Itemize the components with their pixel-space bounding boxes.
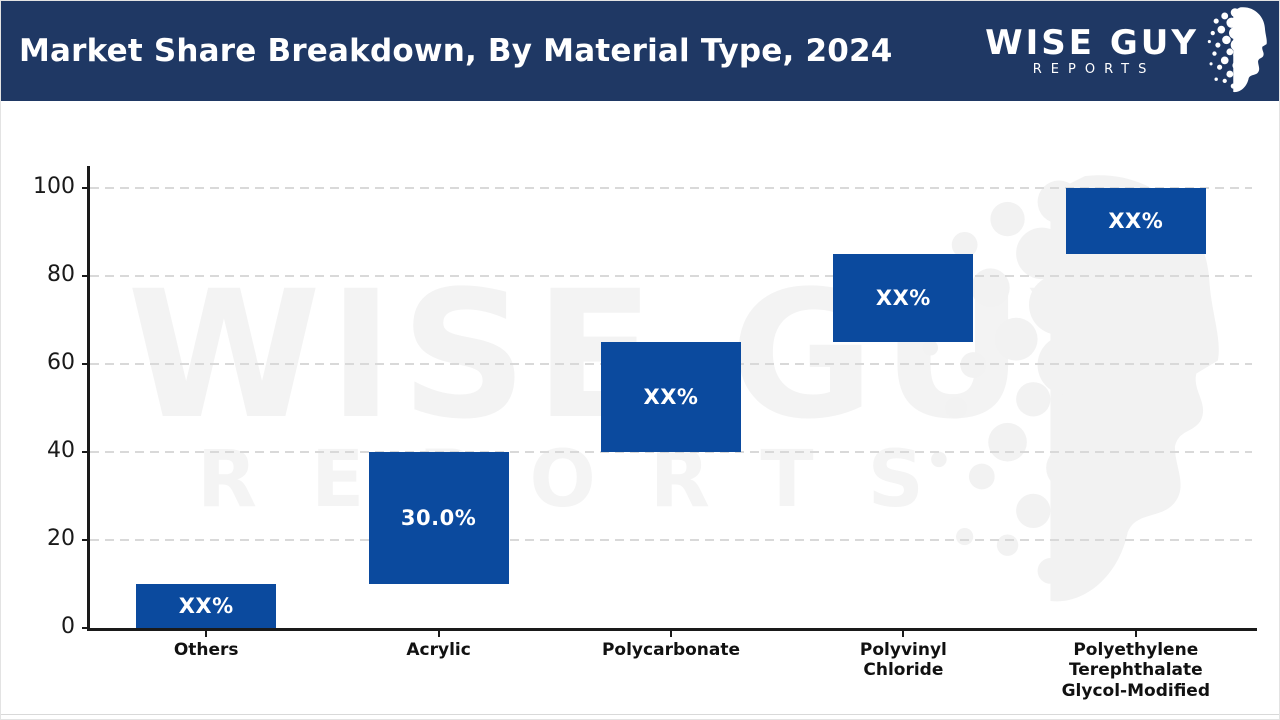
bar-2: 30.0% xyxy=(368,452,509,584)
gridline-40 xyxy=(90,451,1252,453)
y-axis-tick-mark xyxy=(82,627,90,629)
y-axis-tick-mark xyxy=(82,451,90,453)
y-axis-tick-label: 0 xyxy=(61,614,75,639)
y-axis-line xyxy=(87,166,90,631)
bar-value-label: XX% xyxy=(1108,209,1164,233)
logo-head-icon xyxy=(1207,7,1267,93)
bar-1: XX% xyxy=(136,584,277,628)
x-axis-category-label: Polyvinyl Chloride xyxy=(859,640,947,681)
logo-secondary-text: REPORTS xyxy=(1032,62,1156,77)
x-axis-category-label: Others xyxy=(173,640,239,660)
y-axis-tick-label: 100 xyxy=(33,174,75,199)
bar-value-label: XX% xyxy=(643,385,699,409)
y-axis-tick-mark xyxy=(82,363,90,365)
gridline-20 xyxy=(90,539,1252,541)
logo-primary-text: WISE GUY xyxy=(985,23,1199,63)
bar-value-label: 30.0% xyxy=(400,506,477,530)
x-axis-line xyxy=(87,628,1257,631)
header-bar: Market Share Breakdown, By Material Type… xyxy=(1,1,1279,101)
y-axis-tick-label: 80 xyxy=(47,262,75,287)
x-axis-category-label: Acrylic xyxy=(406,640,471,660)
gridline-100 xyxy=(90,187,1252,189)
bar-3: XX% xyxy=(601,342,741,452)
bar-5: XX% xyxy=(1065,188,1206,254)
bar-value-label: XX% xyxy=(178,594,234,618)
y-axis-tick-mark xyxy=(82,275,90,277)
y-axis-tick-mark xyxy=(82,539,90,541)
gridline-80 xyxy=(90,275,1252,277)
y-axis-tick-label: 40 xyxy=(47,438,75,463)
x-axis-tick-mark xyxy=(1134,631,1137,637)
x-axis-category-label: Polycarbonate xyxy=(601,640,741,660)
x-axis-tick-mark xyxy=(437,631,440,637)
watermark-text-secondary: REPORTS xyxy=(197,435,978,525)
bar-value-label: XX% xyxy=(875,286,931,310)
x-axis-tick-mark xyxy=(902,631,905,637)
bar-4: XX% xyxy=(833,254,974,342)
logo-text: WISE GUY REPORTS xyxy=(985,26,1199,76)
wise-guy-reports-logo: WISE GUY REPORTS xyxy=(985,1,1273,101)
x-axis-category-label: Polyethylene Terephthalate Glycol-Modifi… xyxy=(1061,640,1210,701)
y-axis-tick-label: 20 xyxy=(47,526,75,551)
y-axis-tick-label: 60 xyxy=(47,350,75,375)
y-axis-tick-mark xyxy=(82,187,90,189)
page-title: Market Share Breakdown, By Material Type… xyxy=(19,33,893,69)
x-axis-tick-mark xyxy=(670,631,672,637)
x-axis-tick-mark xyxy=(205,631,208,637)
bottom-divider xyxy=(1,714,1279,715)
